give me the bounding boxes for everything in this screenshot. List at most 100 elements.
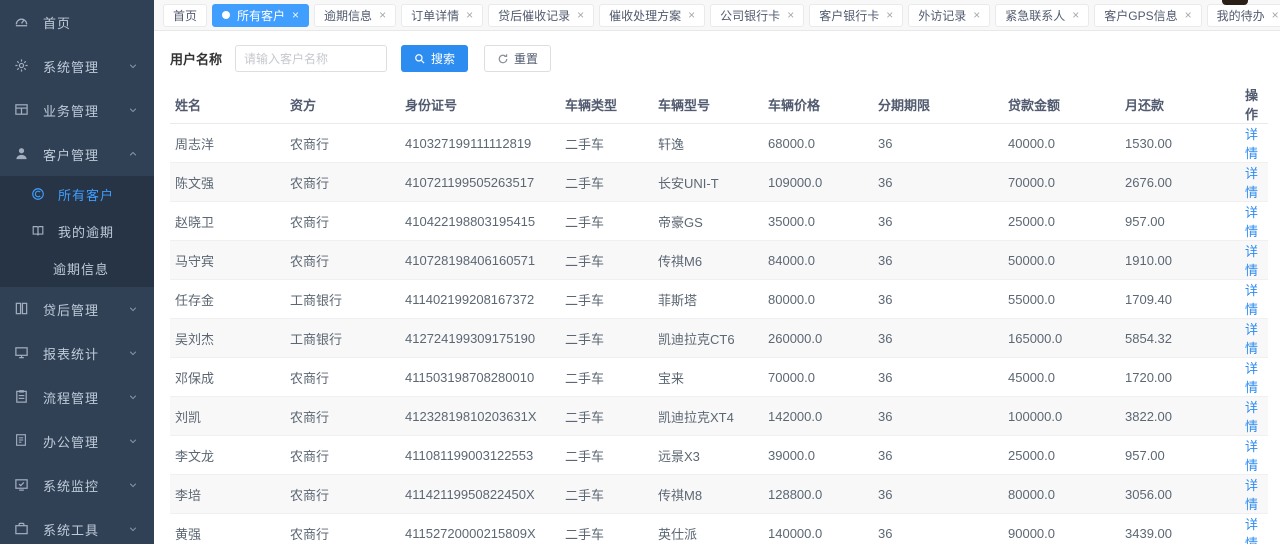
cell-monthly: 957.00: [1120, 435, 1240, 475]
sidebar-item-5[interactable]: 报表统计: [0, 331, 154, 375]
cell-term: 36: [873, 279, 1003, 319]
tab-6[interactable]: 公司银行卡 ×: [710, 3, 805, 27]
detail-link[interactable]: 详情: [1245, 517, 1259, 544]
sidebar-item-7[interactable]: 办公管理: [0, 419, 154, 463]
table-header: 姓名 资方 身份证号 车辆类型 车辆型号 车辆价格 分期期限 贷款金额 月还款 操作: [170, 85, 1268, 124]
detail-link[interactable]: 详情: [1245, 439, 1259, 473]
cell-operation: 详情: [1240, 123, 1268, 163]
cell-loan: 25000.0: [1003, 435, 1120, 475]
cell-name: 李文龙: [170, 435, 285, 475]
cell-operation: 详情: [1240, 240, 1268, 280]
tab-3[interactable]: 订单详情 ×: [401, 3, 484, 27]
close-icon[interactable]: ×: [787, 8, 795, 22]
column-header: 分期期限: [873, 85, 1003, 124]
detail-link[interactable]: 详情: [1245, 283, 1259, 317]
monitor-icon: [14, 345, 30, 361]
detail-link[interactable]: 详情: [1245, 322, 1259, 356]
tab-8[interactable]: 外访记录 ×: [908, 3, 991, 27]
cell-price: 80000.0: [763, 279, 873, 319]
tab-label: 外访记录: [918, 8, 967, 23]
table-row: 陈文强 农商行 410721199505263517 二手车 长安UNI-T 109000…: [170, 162, 1268, 202]
detail-link[interactable]: 详情: [1245, 127, 1259, 161]
chevron-up-icon: [128, 149, 138, 159]
close-icon[interactable]: ×: [1184, 8, 1192, 22]
detail-link[interactable]: 详情: [1245, 478, 1259, 512]
cell-monthly: 3822.00: [1120, 396, 1240, 436]
tab-label: 客户GPS信息: [1104, 8, 1178, 23]
close-icon[interactable]: ×: [688, 8, 696, 22]
search-button[interactable]: 搜索: [401, 45, 469, 72]
close-icon[interactable]: ×: [1072, 8, 1080, 22]
detail-link[interactable]: 详情: [1245, 361, 1259, 395]
doc-icon: [14, 433, 30, 449]
table-row: 李文龙 农商行 411081199003122553 二手车 远景X3 39000.0 36…: [170, 435, 1268, 475]
detail-link[interactable]: 详情: [1245, 166, 1259, 200]
sidebar-item-9[interactable]: 系统工具: [0, 507, 154, 544]
sidebar-subitem-1[interactable]: 我的逾期: [0, 213, 154, 250]
search-form: 用户名称 搜索 重置: [154, 31, 1280, 85]
tab-0[interactable]: 首页: [163, 3, 208, 27]
cell-model: 传祺M6: [653, 240, 763, 280]
column-header: 身份证号: [400, 85, 560, 124]
cell-veh_type: 二手车: [560, 240, 653, 280]
tab-label: 订单详情: [411, 8, 460, 23]
sidebar-subitem-2[interactable]: 逾期信息: [0, 250, 154, 287]
monitor-check-icon: [14, 477, 30, 493]
sidebar-item-label: 办公管理: [43, 434, 100, 450]
tab-9[interactable]: 紧急联系人 ×: [995, 3, 1090, 27]
sidebar-item-2[interactable]: 业务管理: [0, 88, 154, 132]
cell-price: 68000.0: [763, 123, 873, 163]
cell-name: 赵晓卫: [170, 201, 285, 241]
chevron-down-icon: [128, 392, 138, 402]
column-header: 操作: [1240, 85, 1268, 124]
close-icon[interactable]: ×: [379, 8, 387, 22]
close-icon[interactable]: ×: [466, 8, 474, 22]
cell-monthly: 2676.00: [1120, 162, 1240, 202]
reset-button[interactable]: 重置: [484, 45, 552, 72]
detail-link[interactable]: 详情: [1245, 400, 1259, 434]
close-icon[interactable]: ×: [577, 8, 585, 22]
chevron-down-icon: [128, 61, 138, 71]
tab-2[interactable]: 逾期信息 ×: [314, 3, 397, 27]
cell-loan: 25000.0: [1003, 201, 1120, 241]
close-icon[interactable]: ×: [292, 8, 300, 22]
tab-label: 所有客户: [237, 8, 286, 23]
cell-model: 凯迪拉克XT4: [653, 396, 763, 436]
sidebar-item-6[interactable]: 流程管理: [0, 375, 154, 419]
gear-icon: [14, 58, 30, 74]
cell-term: 36: [873, 123, 1003, 163]
cell-model: 宝来: [653, 357, 763, 397]
cell-price: 140000.0: [763, 513, 873, 544]
cell-veh_type: 二手车: [560, 279, 653, 319]
tab-10[interactable]: 客户GPS信息 ×: [1094, 3, 1202, 27]
table-row: 黄强 农商行 41152720000215809X 二手车 英仕派 140000.0 36 9…: [170, 513, 1268, 544]
tab-7[interactable]: 客户银行卡 ×: [809, 3, 904, 27]
tab-5[interactable]: 催收处理方案 ×: [599, 3, 706, 27]
cell-price: 109000.0: [763, 162, 873, 202]
cell-loan: 70000.0: [1003, 162, 1120, 202]
sidebar-item-3[interactable]: 客户管理: [0, 132, 154, 176]
cell-loan: 100000.0: [1003, 396, 1120, 436]
sidebar-item-1[interactable]: 系统管理: [0, 44, 154, 88]
sidebar-item-label: 系统工具: [43, 522, 100, 538]
cell-veh_type: 二手车: [560, 123, 653, 163]
cell-funder: 工商银行: [285, 318, 400, 358]
cell-monthly: 3056.00: [1120, 474, 1240, 514]
cell-monthly: 1709.40: [1120, 279, 1240, 319]
close-icon[interactable]: ×: [886, 8, 894, 22]
tab-4[interactable]: 贷后催收记录 ×: [488, 3, 595, 27]
cell-operation: 详情: [1240, 396, 1268, 436]
search-input[interactable]: [235, 45, 388, 72]
detail-link[interactable]: 详情: [1245, 244, 1259, 278]
sidebar-item-4[interactable]: 贷后管理: [0, 287, 154, 331]
tab-11[interactable]: 我的待办 ×: [1206, 3, 1280, 27]
close-icon[interactable]: ×: [1271, 8, 1279, 22]
sidebar-item-8[interactable]: 系统监控: [0, 463, 154, 507]
close-icon[interactable]: ×: [973, 8, 981, 22]
sidebar-subitem-0[interactable]: 所有客户: [0, 176, 154, 213]
sidebar-item-0[interactable]: 首页: [0, 0, 154, 44]
sidebar-subitem-label: 所有客户: [58, 188, 115, 203]
tab-1[interactable]: 所有客户 ×: [212, 3, 310, 27]
detail-link[interactable]: 详情: [1245, 205, 1259, 239]
reset-button-label: 重置: [514, 52, 539, 66]
